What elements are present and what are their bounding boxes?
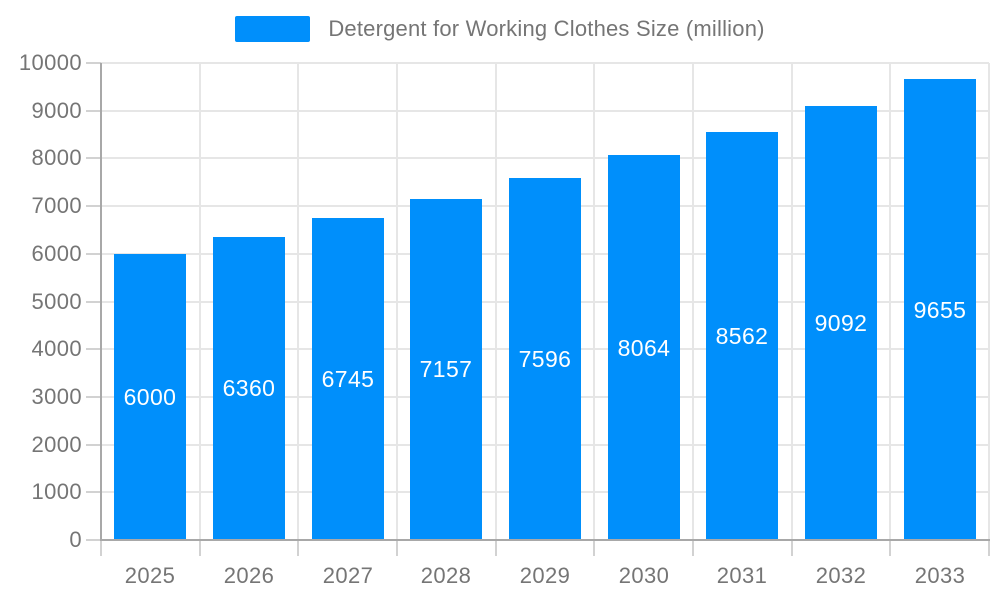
bar-2033[interactable]	[904, 79, 976, 540]
y-axis-tick	[86, 157, 101, 160]
gridline-vertical	[593, 63, 596, 540]
x-axis-tick	[988, 540, 990, 556]
x-axis-label-2031: 2031	[716, 563, 768, 588]
x-axis-tick	[790, 540, 793, 556]
x-axis-tick	[396, 540, 398, 556]
y-axis-label-4000: 4000	[31, 336, 82, 362]
y-axis-label-6000: 6000	[31, 240, 82, 266]
gridline-vertical	[988, 63, 990, 540]
bar-value-label-2032: 9092	[814, 310, 868, 336]
y-axis-label-7000: 7000	[31, 193, 82, 219]
x-axis-label-2027: 2027	[322, 563, 374, 588]
gridline-vertical	[297, 63, 300, 540]
y-axis-tick	[86, 300, 101, 303]
bar-value-label-2026: 6360	[222, 375, 276, 401]
x-axis-label-2028: 2028	[420, 563, 472, 588]
gridline-horizontal	[101, 62, 989, 64]
y-axis-tick	[86, 252, 101, 255]
gridline-horizontal	[101, 109, 989, 112]
gridline-horizontal	[101, 157, 989, 160]
x-axis-tick	[692, 540, 694, 556]
bar-value-label-2031: 8562	[715, 323, 769, 349]
x-axis-tick	[198, 540, 201, 556]
x-axis-label-2032: 2032	[815, 563, 867, 588]
y-axis-tick	[86, 205, 101, 208]
bar-value-label-2027: 6745	[321, 366, 375, 392]
bar-value-label-2033: 9655	[913, 297, 967, 323]
x-axis-tick	[889, 540, 892, 556]
y-axis-tick	[86, 539, 101, 541]
gridline-vertical	[692, 63, 694, 540]
y-axis-label-10000: 10000	[18, 50, 82, 75]
bar-2027[interactable]	[312, 218, 384, 540]
y-axis-tick	[86, 109, 101, 112]
gridline-vertical	[790, 63, 793, 540]
bar-2031[interactable]	[706, 131, 778, 540]
bar-value-label-2030: 8064	[617, 335, 671, 361]
x-axis-line	[100, 539, 990, 541]
legend[interactable]: Detergent for Working Clothes Size (mill…	[0, 16, 1000, 42]
gridline-vertical	[198, 63, 201, 540]
y-axis-label-8000: 8000	[31, 145, 82, 171]
y-axis-line	[100, 63, 102, 541]
y-axis-label-2000: 2000	[31, 431, 82, 457]
gridline-vertical	[396, 63, 398, 540]
x-axis-label-2025: 2025	[124, 563, 176, 588]
bar-value-label-2029: 7596	[518, 346, 572, 372]
y-axis-label-0: 0	[69, 527, 82, 552]
x-axis-tick	[100, 540, 102, 556]
bar-value-label-2025: 6000	[123, 384, 177, 410]
bar-2026[interactable]	[213, 236, 285, 540]
y-axis-tick	[86, 348, 101, 351]
y-axis-tick	[86, 491, 101, 494]
bar-value-label-2028: 7157	[419, 356, 473, 382]
x-axis-label-2030: 2030	[618, 563, 670, 588]
bar-2028[interactable]	[410, 198, 482, 540]
bar-2029[interactable]	[509, 177, 581, 540]
gridline-vertical	[494, 63, 497, 540]
y-axis-tick	[86, 443, 101, 446]
legend-swatch[interactable]	[235, 16, 311, 42]
x-axis-tick	[593, 540, 596, 556]
y-axis-tick	[86, 62, 101, 64]
x-axis-tick	[297, 540, 300, 556]
bar-2025[interactable]	[114, 253, 186, 540]
x-axis-label-2033: 2033	[914, 563, 966, 588]
gridline-vertical	[889, 63, 892, 540]
x-axis-label-2026: 2026	[223, 563, 275, 588]
y-axis-label-1000: 1000	[31, 479, 82, 505]
y-axis-label-3000: 3000	[31, 383, 82, 409]
bar-2032[interactable]	[805, 106, 877, 540]
x-axis-tick	[494, 540, 497, 556]
y-axis-label-5000: 5000	[31, 288, 82, 314]
y-axis-label-9000: 9000	[31, 97, 82, 123]
y-axis-tick	[86, 395, 101, 398]
legend-series-label[interactable]: Detergent for Working Clothes Size (mill…	[328, 16, 765, 41]
x-axis-label-2029: 2029	[519, 563, 571, 588]
bar-2030[interactable]	[608, 155, 680, 540]
